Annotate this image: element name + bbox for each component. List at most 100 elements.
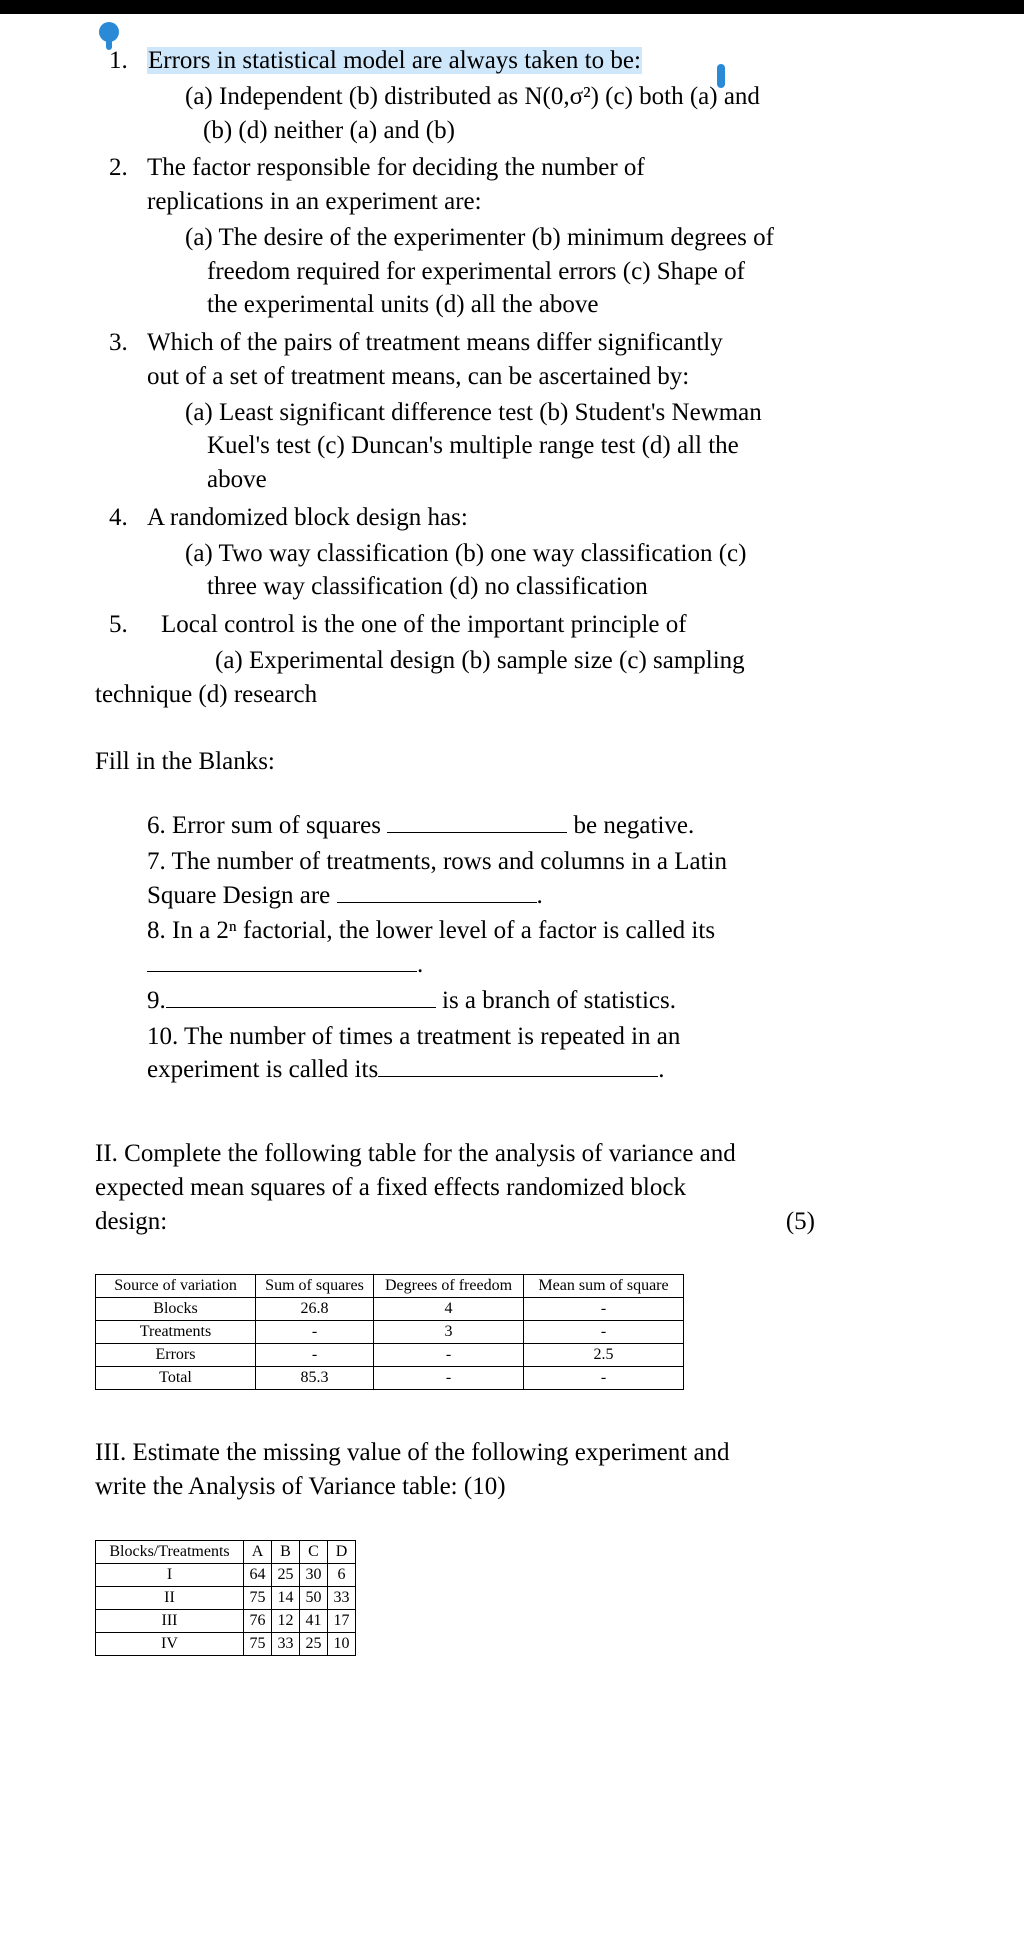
fill-blanks-heading: Fill in the Blanks:: [95, 745, 929, 779]
fib-text: 8. In a 2ⁿ factorial, the lower level of…: [147, 914, 929, 948]
cell: 26.8: [256, 1298, 374, 1321]
fib-text: .: [417, 951, 423, 978]
cell: 12: [272, 1609, 300, 1632]
cell: III: [96, 1609, 244, 1632]
fib-text: 9.: [147, 987, 166, 1014]
section-text: expected mean squares of a fixed effects…: [95, 1171, 929, 1205]
section-text: design:: [95, 1205, 167, 1239]
option-line: three way classification (d) no classifi…: [185, 570, 929, 604]
cell: I: [96, 1563, 244, 1586]
col-header: Sum of squares: [256, 1275, 374, 1298]
question-options: (a) Two way classification (b) one way c…: [147, 537, 929, 605]
pin-icon: [717, 64, 725, 88]
anova-table: Source of variation Sum of squares Degre…: [95, 1274, 684, 1390]
cell: 75: [244, 1632, 272, 1655]
question-3: 3. Which of the pairs of treatment means…: [147, 326, 929, 497]
cell: -: [524, 1298, 684, 1321]
question-stem: Errors in statistical model are always t…: [147, 47, 642, 74]
question-stem: Which of the pairs of treatment means di…: [147, 329, 723, 356]
cell: -: [524, 1321, 684, 1344]
document-page: 1. Errors in statistical model are alway…: [0, 14, 1024, 1716]
question-number: 5.: [109, 608, 128, 642]
question-options: (a) Least significant difference test (b…: [147, 396, 929, 497]
question-stem: The factor responsible for deciding the …: [147, 154, 645, 181]
question-4: 4. A randomized block design has: (a) Tw…: [147, 501, 929, 604]
table-row: Blocks 26.8 4 -: [96, 1298, 684, 1321]
question-options: (a) Experimental design (b) sample size …: [147, 644, 929, 678]
fib-text: be negative.: [567, 812, 694, 839]
section-text: write the Analysis of Variance table: (1…: [95, 1470, 929, 1504]
cell: 25: [300, 1632, 328, 1655]
table-row: Treatments - 3 -: [96, 1321, 684, 1344]
table-row: IV 75 33 25 10: [96, 1632, 356, 1655]
option-line: (a) The desire of the experimenter (b) m…: [185, 221, 929, 255]
fib-9: 9. is a branch of statistics.: [147, 984, 929, 1018]
cell: -: [524, 1367, 684, 1390]
fill-blanks-block: 6. Error sum of squares be negative. 7. …: [147, 809, 929, 1087]
option-line: (a) Independent (b) distributed as N(0,σ…: [185, 80, 929, 114]
blank-line: [378, 1057, 658, 1077]
cell: 41: [300, 1609, 328, 1632]
col-header: D: [328, 1540, 356, 1563]
table-header-row: Source of variation Sum of squares Degre…: [96, 1275, 684, 1298]
cell: II: [96, 1586, 244, 1609]
col-header: Mean sum of square: [524, 1275, 684, 1298]
fib-text: 7. The number of treatments, rows and co…: [147, 845, 929, 879]
section-III: III. Estimate the missing value of the f…: [95, 1436, 929, 1504]
fib-text: experiment is called its: [147, 1056, 378, 1083]
top-black-bar: [0, 0, 1024, 14]
question-stem: A randomized block design has:: [147, 504, 468, 531]
cell: 33: [328, 1586, 356, 1609]
col-header: Blocks/Treatments: [96, 1540, 244, 1563]
option-line: freedom required for experimental errors…: [185, 255, 929, 289]
cell: 3: [374, 1321, 524, 1344]
table-row: III 76 12 41 17: [96, 1609, 356, 1632]
blank-line: [387, 813, 567, 833]
fib-10: 10. The number of times a treatment is r…: [147, 1020, 929, 1088]
cell: Errors: [96, 1344, 256, 1367]
section-II: II. Complete the following table for the…: [95, 1137, 929, 1238]
table-row: Total 85.3 - -: [96, 1367, 684, 1390]
option-line: above: [185, 463, 929, 497]
fib-text: Square Design are: [147, 882, 337, 909]
table-header-row: Blocks/Treatments A B C D: [96, 1540, 356, 1563]
col-header: B: [272, 1540, 300, 1563]
question-number: 2.: [109, 151, 128, 185]
fib-6: 6. Error sum of squares be negative.: [147, 809, 929, 843]
question-options: (a) Independent (b) distributed as N(0,σ…: [147, 80, 929, 148]
option-line: the experimental units (d) all the above: [185, 288, 929, 322]
mcq-section: 1. Errors in statistical model are alway…: [95, 44, 929, 1656]
option-line: (a) Least significant difference test (b…: [185, 396, 929, 430]
table-row: Errors - - 2.5: [96, 1344, 684, 1367]
col-header: A: [244, 1540, 272, 1563]
cell: 75: [244, 1586, 272, 1609]
col-header: Degrees of freedom: [374, 1275, 524, 1298]
question-number: 3.: [109, 326, 128, 360]
blank-line: [337, 883, 537, 903]
cell: 4: [374, 1298, 524, 1321]
fib-8: 8. In a 2ⁿ factorial, the lower level of…: [147, 914, 929, 982]
fib-text: .: [537, 882, 543, 909]
table-row: II 75 14 50 33: [96, 1586, 356, 1609]
question-number: 1.: [109, 44, 128, 78]
cell: 50: [300, 1586, 328, 1609]
cell: 17: [328, 1609, 356, 1632]
col-header: Source of variation: [96, 1275, 256, 1298]
cell: 76: [244, 1609, 272, 1632]
cell: 85.3: [256, 1367, 374, 1390]
cell: Treatments: [96, 1321, 256, 1344]
cell: 30: [300, 1563, 328, 1586]
cell: 2.5: [524, 1344, 684, 1367]
table-row: I 64 25 30 6: [96, 1563, 356, 1586]
fib-text: 6. Error sum of squares: [147, 812, 387, 839]
question-stem: replications in an experiment are:: [147, 185, 929, 219]
question-options: (a) The desire of the experimenter (b) m…: [147, 221, 929, 322]
option-line: (b) (d) neither (a) and (b): [185, 114, 929, 148]
section-marks: (5): [786, 1205, 815, 1239]
question-stem: out of a set of treatment means, can be …: [147, 360, 929, 394]
fib-7: 7. The number of treatments, rows and co…: [147, 845, 929, 913]
cell: 10: [328, 1632, 356, 1655]
blank-line: [166, 988, 436, 1008]
cell: 33: [272, 1632, 300, 1655]
blank-line: [147, 952, 417, 972]
